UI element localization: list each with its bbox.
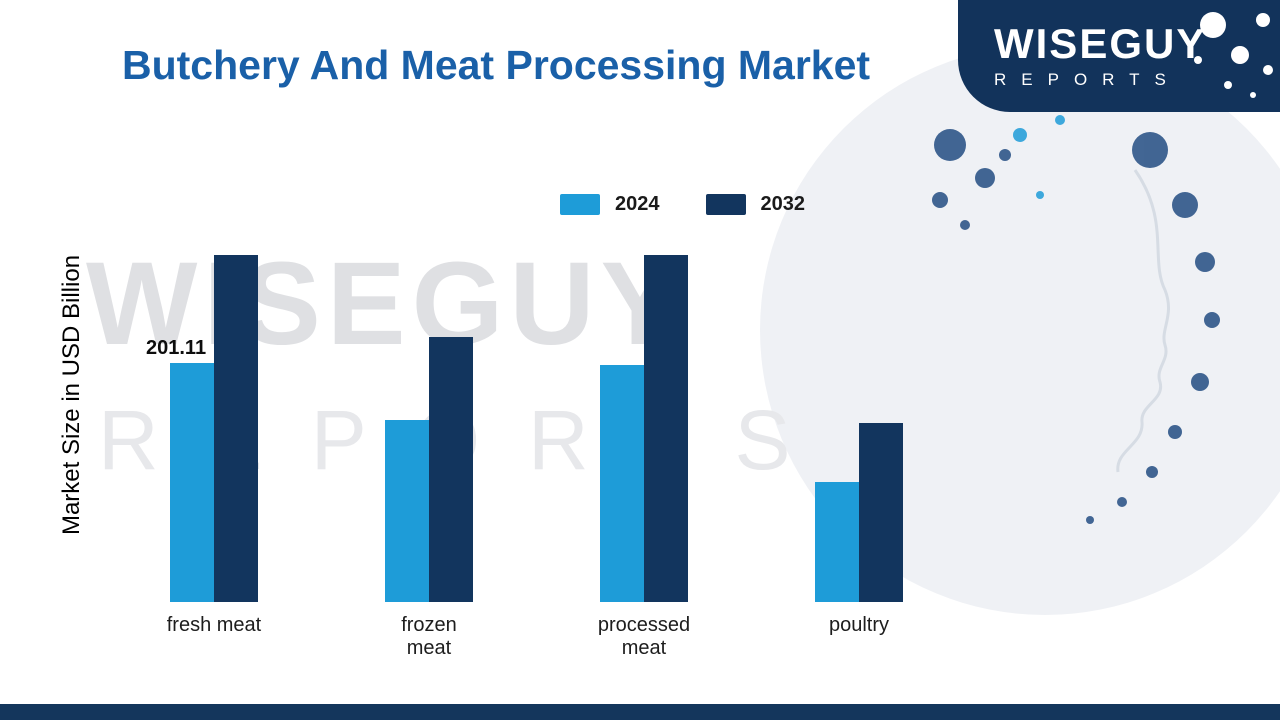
brand-logo: WISEGUY REPORTS: [958, 0, 1280, 112]
legend-label-2032: 2032: [760, 193, 806, 215]
legend-swatch-2024: [560, 194, 600, 215]
watermark-brand-name: WISEGUY: [86, 238, 686, 370]
bar-2024-frozen-meat: [385, 420, 429, 602]
brand-name: WISEGUY: [994, 19, 1207, 67]
bar-2032-poultry: [859, 423, 903, 602]
category-label-poultry: poultry: [828, 614, 890, 636]
bar-group-fresh-meat: 201.11 fresh meat: [146, 246, 261, 636]
legend-item-2024: 2024: [560, 193, 660, 216]
value-label-fresh-meat: 201.11: [146, 337, 207, 359]
chart-legend: 2024 2032: [560, 193, 805, 216]
bar-2024-poultry: [815, 482, 859, 602]
legend-swatch-2032: [705, 194, 746, 215]
page-title: Butchery And Meat Processing Market: [122, 42, 871, 88]
bar-group-frozen-meat: frozen meat: [385, 246, 473, 659]
category-label-fresh-meat: fresh meat: [166, 614, 262, 636]
footer-bar: [0, 704, 1280, 720]
category-label-frozen-meat: frozen meat: [401, 614, 457, 659]
bar-groups: 201.11 fresh meat frozen meat processed mea…: [0, 246, 1280, 659]
dotted-head-graphic: [932, 115, 1220, 524]
category-label-processed-meat: processed meat: [597, 614, 691, 659]
brand-subtitle: REPORTS: [994, 70, 1181, 90]
bar-2024-fresh-meat: [170, 363, 214, 602]
face-profile-line: [1116, 169, 1171, 473]
bar-group-processed-meat: processed meat: [598, 246, 690, 659]
bar-2032-fresh-meat: [214, 255, 258, 602]
bar-group-poultry: poultry: [815, 246, 903, 636]
legend-label-2024: 2024: [615, 193, 660, 215]
bar-2032-frozen-meat: [429, 337, 473, 602]
legend-item-2032: 2032: [705, 193, 806, 216]
bar-2024-processed-meat: [600, 365, 644, 602]
bar-2032-processed-meat: [644, 255, 688, 602]
